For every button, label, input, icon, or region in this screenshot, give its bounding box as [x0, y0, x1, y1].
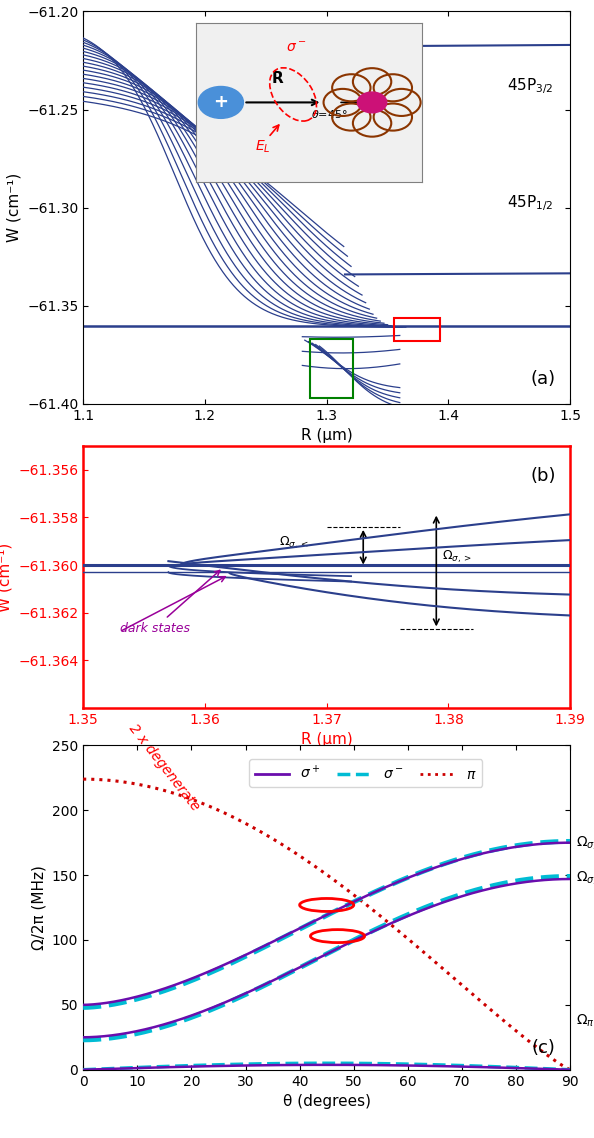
Text: $\Omega_{\sigma,>}$: $\Omega_{\sigma,>}$ [443, 549, 472, 566]
Text: (b): (b) [530, 467, 555, 485]
Circle shape [198, 86, 244, 118]
Text: $\theta$=45°: $\theta$=45° [311, 108, 348, 121]
Y-axis label: Ω/2π (MHz): Ω/2π (MHz) [31, 865, 46, 950]
Text: (c): (c) [532, 1039, 555, 1057]
Y-axis label: W (cm⁻¹): W (cm⁻¹) [7, 173, 21, 242]
Bar [309, 339, 353, 398]
Text: $\mathbf{R}$: $\mathbf{R}$ [270, 71, 284, 86]
Text: $E_L$: $E_L$ [255, 138, 270, 155]
X-axis label: R (μm): R (μm) [301, 428, 353, 444]
Text: $\sigma^-$: $\sigma^-$ [286, 41, 307, 55]
Text: $\Omega_{\sigma,<}$: $\Omega_{\sigma,<}$ [279, 535, 308, 551]
Text: $\Omega_{\sigma,>}$: $\Omega_{\sigma,>}$ [576, 834, 594, 851]
Text: 45P$_{1/2}$: 45P$_{1/2}$ [507, 193, 554, 214]
Text: $\Omega_{\pi}$: $\Omega_{\pi}$ [576, 1012, 594, 1029]
Text: 2 x degenerate: 2 x degenerate [127, 721, 203, 814]
Bar [394, 318, 440, 341]
Text: +: + [213, 93, 228, 112]
Legend: $\sigma^+$, $\sigma^-$, $\pi$: $\sigma^+$, $\sigma^-$, $\pi$ [249, 759, 482, 787]
Y-axis label: W (cm⁻¹): W (cm⁻¹) [0, 543, 12, 611]
Text: dark states: dark states [119, 570, 220, 635]
Circle shape [358, 92, 387, 113]
Text: 45P$_{3/2}$: 45P$_{3/2}$ [507, 75, 554, 96]
X-axis label: R (μm): R (μm) [301, 732, 353, 748]
Text: $\Omega_{\sigma,<}$: $\Omega_{\sigma,<}$ [576, 869, 594, 887]
Text: (a): (a) [530, 370, 555, 388]
X-axis label: θ (degrees): θ (degrees) [283, 1094, 371, 1110]
